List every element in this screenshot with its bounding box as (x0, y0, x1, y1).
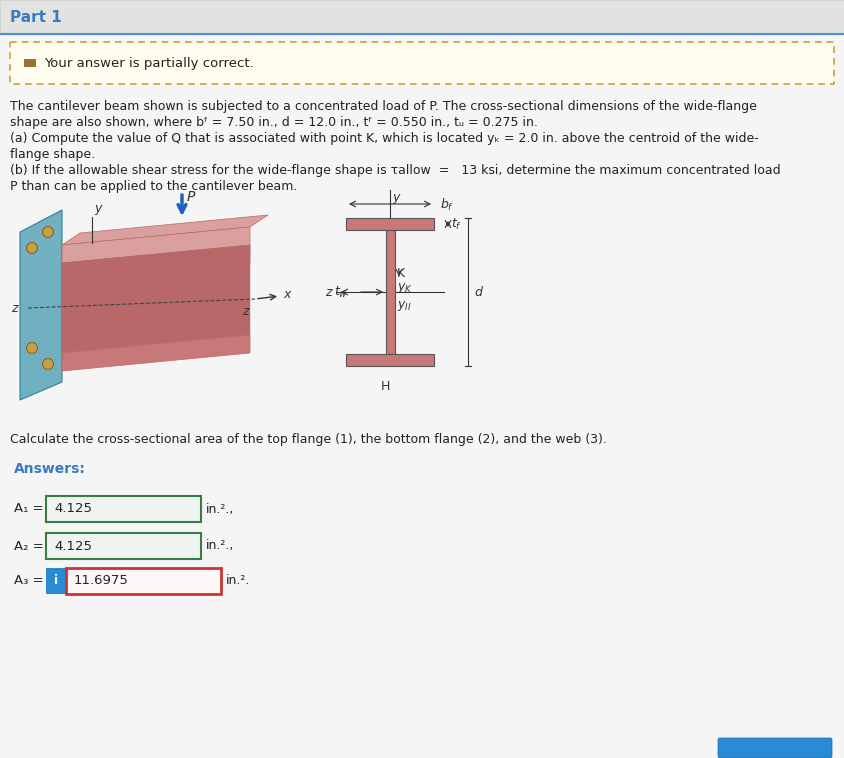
Bar (346, 354, 434, 366)
Text: K: K (397, 267, 405, 280)
Polygon shape (62, 227, 250, 263)
Text: z: z (12, 302, 18, 315)
Bar (386, 230, 395, 354)
Text: P: P (187, 190, 195, 204)
Bar (346, 218, 434, 230)
Text: Part 1: Part 1 (10, 10, 62, 24)
Text: i: i (54, 575, 58, 587)
Text: z: z (326, 286, 332, 299)
Text: $b_f$: $b_f$ (440, 197, 454, 213)
Polygon shape (62, 215, 268, 245)
FancyBboxPatch shape (0, 0, 844, 34)
FancyBboxPatch shape (24, 59, 36, 67)
FancyBboxPatch shape (10, 42, 834, 84)
Text: Your answer is partially correct.: Your answer is partially correct. (44, 57, 254, 70)
Polygon shape (62, 245, 250, 281)
FancyBboxPatch shape (46, 496, 201, 522)
Text: Answers:: Answers: (14, 462, 86, 476)
Text: in.².: in.². (226, 575, 251, 587)
Text: 4.125: 4.125 (54, 540, 92, 553)
Text: $y_K$: $y_K$ (397, 281, 413, 295)
Text: 4.125: 4.125 (54, 503, 92, 515)
Text: (a) Compute the value of Q that is associated with point K, which is located yₖ : (a) Compute the value of Q that is assoc… (10, 132, 759, 145)
Text: in.².,: in.²., (206, 540, 235, 553)
Polygon shape (62, 335, 250, 371)
Text: $d$: $d$ (474, 285, 484, 299)
Text: 11.6975: 11.6975 (74, 575, 129, 587)
Text: shape are also shown, where bᶠ = 7.50 in., d = 12.0 in., tᶠ = 0.550 in., tᵤ = 0.: shape are also shown, where bᶠ = 7.50 in… (10, 116, 538, 129)
Circle shape (42, 359, 53, 369)
FancyBboxPatch shape (46, 568, 66, 594)
Text: A₂ =: A₂ = (14, 540, 44, 553)
Circle shape (26, 243, 37, 253)
Text: $t_w$: $t_w$ (334, 284, 348, 299)
Text: A₃ =: A₃ = (14, 575, 44, 587)
Text: in.².,: in.²., (206, 503, 235, 515)
FancyBboxPatch shape (46, 533, 201, 559)
Text: A₁ =: A₁ = (14, 503, 44, 515)
Text: The cantilever beam shown is subjected to a concentrated load of P. The cross-se: The cantilever beam shown is subjected t… (10, 100, 757, 113)
Circle shape (42, 227, 53, 237)
Text: (b) If the allowable shear stress for the wide-flange shape is τallow  =   13 ks: (b) If the allowable shear stress for th… (10, 164, 781, 177)
Text: z: z (241, 305, 248, 318)
Polygon shape (20, 210, 62, 400)
Text: H: H (381, 380, 390, 393)
Text: $t_f$: $t_f$ (451, 217, 462, 231)
Text: flange shape.: flange shape. (10, 148, 95, 161)
Text: y: y (94, 202, 101, 215)
Circle shape (26, 343, 37, 353)
Text: Calculate the cross-sectional area of the top flange (1), the bottom flange (2),: Calculate the cross-sectional area of th… (10, 433, 607, 446)
FancyBboxPatch shape (718, 738, 832, 758)
Text: x: x (283, 289, 290, 302)
Polygon shape (62, 245, 250, 353)
Text: P than can be applied to the cantilever beam.: P than can be applied to the cantilever … (10, 180, 297, 193)
Text: y: y (392, 191, 399, 204)
Text: $y_{II}$: $y_{II}$ (397, 299, 412, 313)
FancyBboxPatch shape (66, 568, 221, 594)
